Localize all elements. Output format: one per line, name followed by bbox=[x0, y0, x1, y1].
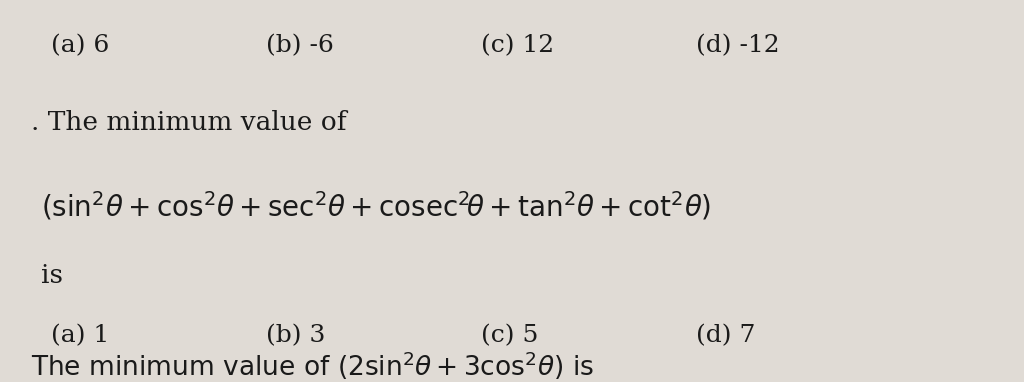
Text: (b) -6: (b) -6 bbox=[266, 34, 334, 57]
Text: is: is bbox=[41, 262, 62, 288]
Text: $(\sin^2\!\theta + \cos^2\!\theta + \sec^2\!\theta + \mathrm{cosec}^2\!\theta + : $(\sin^2\!\theta + \cos^2\!\theta + \sec… bbox=[41, 190, 712, 223]
Text: (b) 3: (b) 3 bbox=[266, 325, 326, 348]
Text: (a) 6: (a) 6 bbox=[51, 34, 110, 57]
Text: $\mathrm{The\ minimum\ value\ of\ }(2\sin^2\!\theta + 3\cos^2\!\theta)\ \mathrm{: $\mathrm{The\ minimum\ value\ of\ }(2\si… bbox=[31, 350, 594, 382]
Text: (c) 12: (c) 12 bbox=[481, 34, 554, 57]
Text: . The minimum value of: . The minimum value of bbox=[31, 110, 346, 135]
Text: (a) 1: (a) 1 bbox=[51, 325, 110, 348]
Text: (d) -12: (d) -12 bbox=[696, 34, 780, 57]
Text: (c) 5: (c) 5 bbox=[481, 325, 539, 348]
Text: (d) 7: (d) 7 bbox=[696, 325, 756, 348]
